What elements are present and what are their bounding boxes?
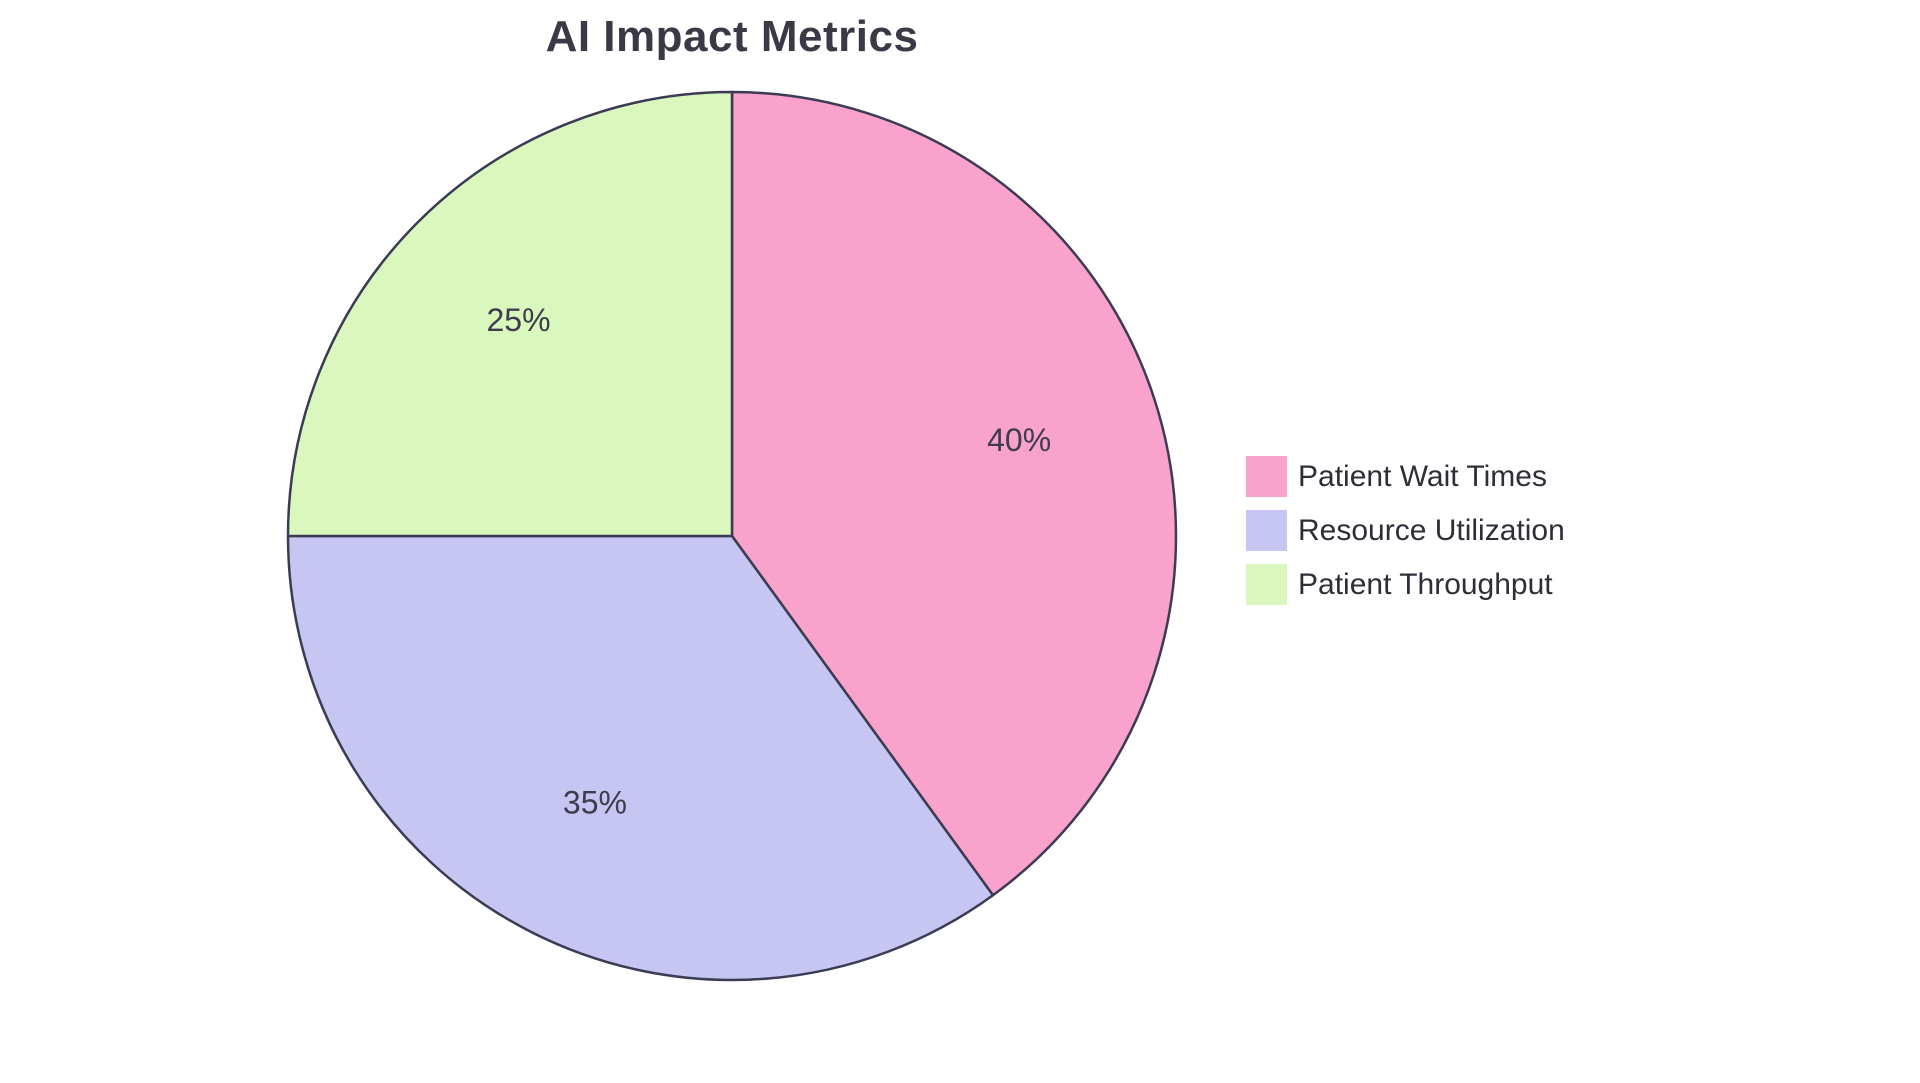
- slice-percent-label-resource-utilization: 35%: [563, 784, 627, 820]
- slice-percent-label-patient-wait-times: 40%: [987, 422, 1051, 458]
- legend-swatch-patient-throughput: [1246, 564, 1287, 605]
- legend-swatch-resource-utilization: [1246, 510, 1287, 551]
- pie-slice-patient-wait-times: [730, 90, 1178, 897]
- slice-percent-label-patient-throughput: 25%: [486, 302, 550, 338]
- pie-slice-patient-throughput: [286, 90, 734, 538]
- legend-item-patient-throughput: Patient Throughput: [1246, 564, 1565, 605]
- chart-title: AI Impact Metrics: [545, 12, 919, 61]
- pie-slice-resource-utilization: [286, 534, 995, 982]
- legend-item-patient-wait-times: Patient Wait Times: [1246, 456, 1565, 497]
- legend-item-resource-utilization: Resource Utilization: [1246, 510, 1565, 551]
- legend-label-resource-utilization: Resource Utilization: [1298, 513, 1565, 547]
- legend-label-patient-wait-times: Patient Wait Times: [1298, 459, 1547, 493]
- legend-swatch-patient-wait-times: [1246, 456, 1287, 497]
- chart-legend: Patient Wait Times Resource Utilization Pa…: [1246, 456, 1565, 605]
- legend-label-patient-throughput: Patient Throughput: [1298, 567, 1553, 601]
